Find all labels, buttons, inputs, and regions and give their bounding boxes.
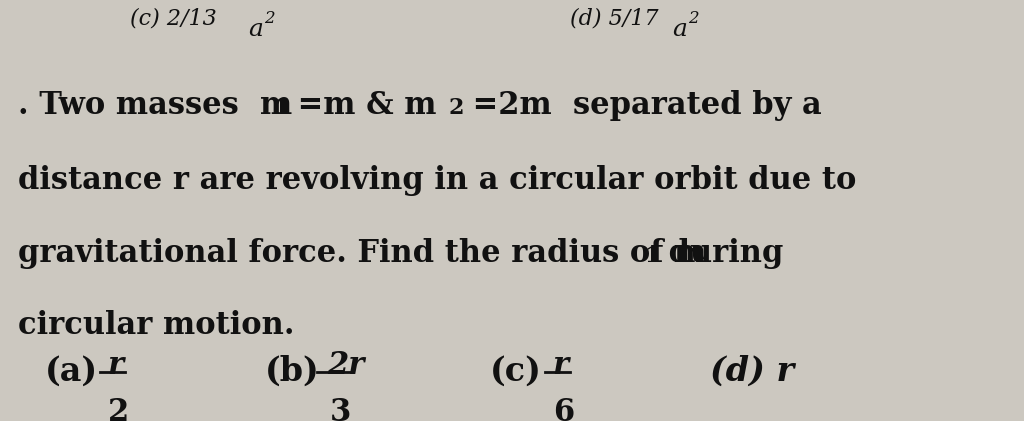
Text: during: during <box>658 238 783 269</box>
Text: (c): (c) <box>490 355 542 388</box>
Text: (c) 2∕13: (c) 2∕13 <box>130 8 217 30</box>
Text: 2: 2 <box>688 10 698 27</box>
Text: a: a <box>248 18 263 41</box>
Text: 2: 2 <box>108 397 129 421</box>
Text: distance r are revolving in a circular orbit due to: distance r are revolving in a circular o… <box>18 165 856 196</box>
Text: (a): (a) <box>45 355 98 388</box>
Text: 1: 1 <box>644 245 659 267</box>
Text: (b): (b) <box>265 355 319 388</box>
Text: 2: 2 <box>449 97 465 119</box>
Text: r: r <box>106 350 123 381</box>
Text: gravitational force. Find the radius of m: gravitational force. Find the radius of … <box>18 238 707 269</box>
Text: 6: 6 <box>553 397 574 421</box>
Text: a: a <box>672 18 687 41</box>
Text: =2m  separated by a: =2m separated by a <box>462 90 821 121</box>
Text: 2: 2 <box>264 10 274 27</box>
Text: circular motion.: circular motion. <box>18 310 295 341</box>
Text: . Two masses  m: . Two masses m <box>18 90 292 121</box>
Text: (d) 5∕17: (d) 5∕17 <box>570 8 658 30</box>
Text: r: r <box>552 350 568 381</box>
Text: 1: 1 <box>273 97 289 119</box>
Text: =m & m: =m & m <box>287 90 436 121</box>
Text: (d) r: (d) r <box>710 355 795 388</box>
Text: 2r: 2r <box>327 350 365 381</box>
Text: 3: 3 <box>330 397 351 421</box>
